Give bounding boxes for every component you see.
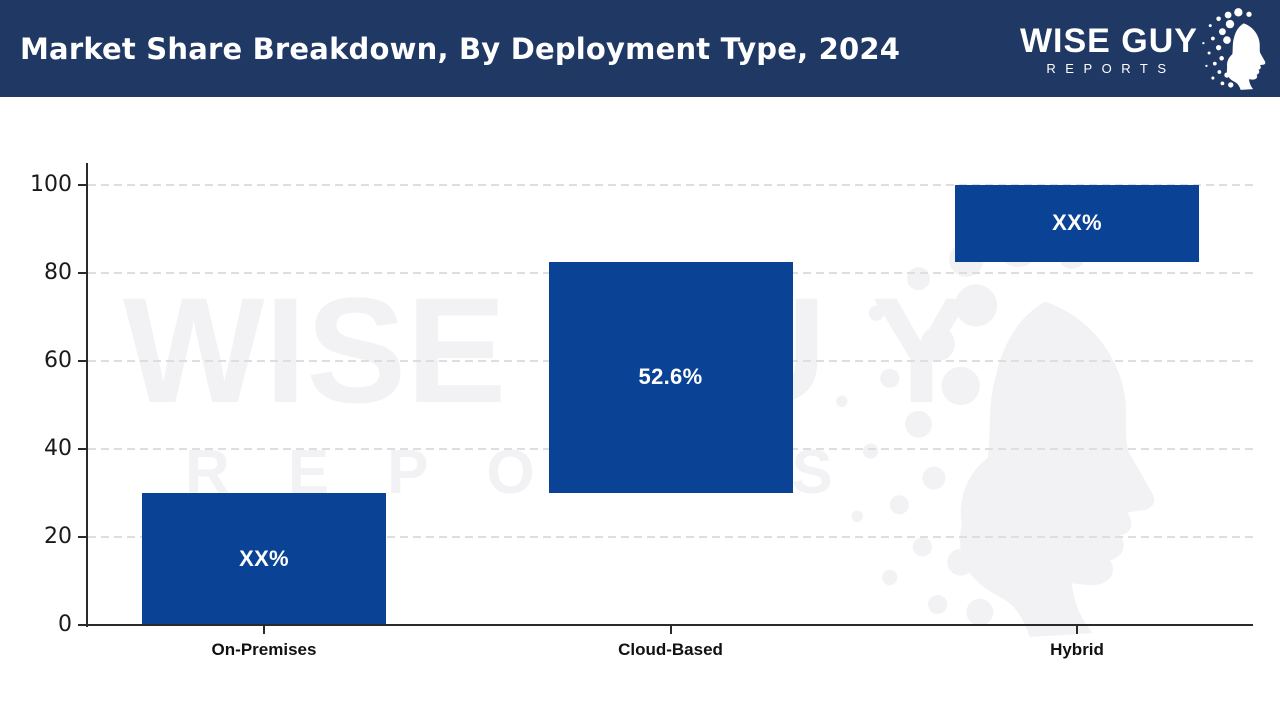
x-tick xyxy=(263,626,265,634)
y-tick-label: 100 xyxy=(30,172,72,197)
logo-wordmark: WISE GUY xyxy=(1019,21,1198,60)
y-tick-label: 40 xyxy=(44,436,72,461)
y-tick xyxy=(78,624,86,626)
bar-on-premises: XX% xyxy=(142,493,386,625)
y-tick-label: 20 xyxy=(44,524,72,549)
y-axis-line xyxy=(86,163,88,627)
bar-value-label: 52.6% xyxy=(638,364,703,390)
bar-cloud-based: 52.6% xyxy=(548,261,793,493)
x-tick xyxy=(1076,626,1078,634)
x-tick xyxy=(669,626,672,634)
bar-value-label: XX% xyxy=(239,546,289,571)
gridline xyxy=(88,536,1253,538)
y-tick xyxy=(78,536,86,538)
y-tick xyxy=(78,184,86,186)
y-tick-label: 60 xyxy=(44,348,72,373)
chart-title: Market Share Breakdown, By Deployment Ty… xyxy=(20,31,901,66)
y-tick-label: 0 xyxy=(58,612,72,637)
plot: 0 20 40 60 80 100 XX% On-Premises 52.6% Cloud-Bas… xyxy=(0,97,1280,720)
watermark-word: WISE xyxy=(123,266,507,434)
header: Market Share Breakdown, By Deployment Ty… xyxy=(0,0,1280,97)
brand-logo: WISE GUY REPORTS xyxy=(1020,6,1268,92)
bar-value-label: XX% xyxy=(1052,210,1102,236)
logo-wordmark-block: WISE GUY REPORTS xyxy=(1020,24,1198,75)
y-tick xyxy=(78,360,86,362)
logo-subtext: REPORTS xyxy=(1046,60,1176,76)
x-axis-label-hybrid: Hybrid xyxy=(1050,640,1104,659)
logo-face-icon xyxy=(1202,8,1266,90)
y-tick xyxy=(78,448,86,450)
x-axis-label-cloud-based: Cloud-Based xyxy=(618,640,723,659)
bar-hybrid: XX% xyxy=(955,185,1199,262)
y-tick xyxy=(78,272,86,274)
x-axis-label-on-premises: On-Premises xyxy=(211,640,317,659)
y-tick-label: 80 xyxy=(44,260,72,285)
gridline xyxy=(88,184,1253,186)
x-axis-line xyxy=(86,624,1253,626)
